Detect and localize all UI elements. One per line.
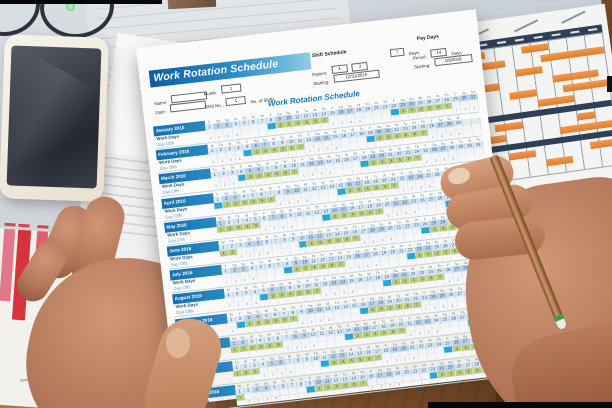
gantt-bar	[545, 155, 574, 167]
pay-starting-field: 1/8/2016	[433, 53, 473, 67]
pay-days-heading: Pay Days	[416, 33, 440, 43]
gantt-bar	[576, 111, 596, 121]
letterbox-artifact-right	[607, 76, 612, 92]
shift-starting-label: Starting:	[312, 79, 330, 87]
letterbox-artifact-top	[0, 0, 162, 4]
green-light-reflection	[66, 2, 75, 11]
gantt-annotation-line	[513, 19, 538, 33]
pay-starting-label: Starting:	[413, 62, 431, 70]
letterbox-artifact-bottom	[428, 402, 612, 408]
smartphone	[0, 34, 109, 202]
left-thumb-nail	[166, 328, 190, 358]
days-field: 7	[389, 47, 405, 57]
shift-starting-field: 12/31/2015	[333, 69, 380, 83]
off-day-cell	[472, 129, 483, 136]
smartphone-screen	[6, 45, 102, 189]
shift-schedule-heading: Shift Schedule	[311, 49, 347, 60]
off-day-cell: 3	[470, 105, 480, 112]
gantt-annotation-line	[561, 10, 586, 24]
